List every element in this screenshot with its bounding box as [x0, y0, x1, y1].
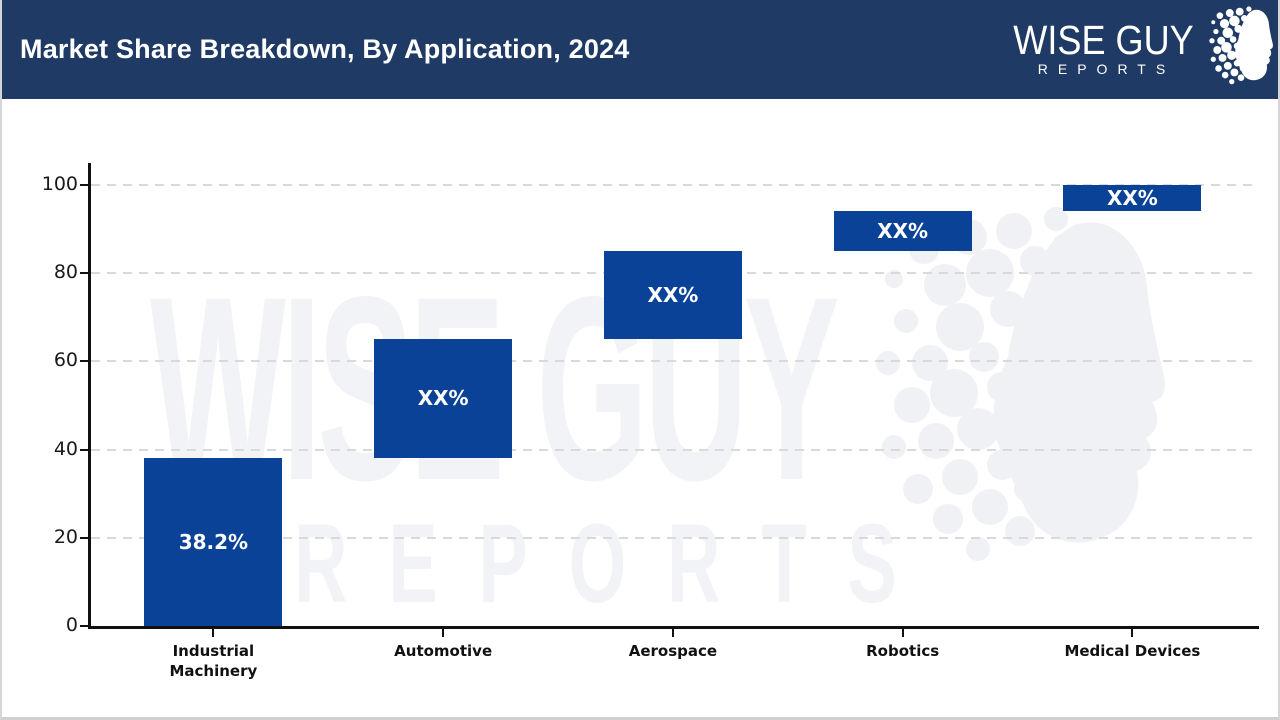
- y-tick-mark: [80, 272, 88, 275]
- bar: 38.2%: [144, 457, 283, 626]
- plot-area: 0 20 40 60 80 100 38.2% Industrial Machinery XX%…: [2, 99, 1278, 717]
- x-category-label-text: Aerospace: [628, 642, 718, 660]
- y-tick-label: 0: [26, 614, 78, 636]
- x-category-label: Medical Devices: [1050, 642, 1214, 662]
- y-tick-mark: [80, 536, 88, 539]
- brand-subtitle: REPORTS: [1037, 60, 1176, 77]
- brand-logo: WISE GUY REPORTS: [1001, 4, 1274, 92]
- x-category-label: Automotive: [361, 642, 525, 662]
- bar: XX%: [603, 251, 742, 340]
- header-bar: Market Share Breakdown, By Application, …: [2, 0, 1278, 99]
- brand-logo-text: WISE GUY REPORTS: [1001, 17, 1206, 77]
- bar-text: XX%: [1106, 186, 1158, 211]
- y-tick-mark: [80, 184, 88, 186]
- y-tick-label-text: 0: [65, 614, 78, 636]
- brand-name: WISE GUY: [1013, 17, 1194, 64]
- watermark-dotted-face-icon: [876, 207, 1166, 561]
- y-tick-label: 100: [26, 173, 78, 195]
- bar-text: XX%: [877, 219, 929, 244]
- x-category-label-text: Medical Devices: [1064, 642, 1201, 660]
- grid-line: [91, 536, 1259, 539]
- x-tick-mark: [212, 629, 215, 637]
- bar-text: XX%: [417, 386, 469, 411]
- grid-line: [91, 360, 1259, 363]
- y-tick-label: 40: [26, 438, 78, 460]
- watermark-subtitle-text: REPORTS: [294, 501, 938, 626]
- y-tick-label: 60: [26, 349, 78, 371]
- bar: XX%: [833, 211, 972, 252]
- y-axis-spine: [88, 163, 91, 629]
- x-category-label-text: Automotive: [394, 642, 493, 660]
- x-tick-mark: [671, 629, 674, 637]
- x-tick-mark: [1131, 629, 1134, 637]
- bar-text: XX%: [647, 283, 699, 308]
- x-tick-mark: [901, 629, 904, 637]
- x-category-label: Robotics: [821, 642, 985, 662]
- x-axis-spine: [88, 626, 1259, 629]
- bar: XX%: [374, 339, 513, 458]
- y-tick-mark: [80, 448, 88, 451]
- y-tick-label-text: 100: [41, 173, 78, 195]
- x-category-label-text: Industrial Machinery: [169, 642, 258, 680]
- bar: XX%: [1063, 185, 1202, 212]
- y-tick-label-text: 60: [53, 349, 78, 372]
- x-category-label: Industrial Machinery: [131, 642, 295, 681]
- x-tick-mark: [442, 629, 445, 637]
- y-tick-label-text: 20: [53, 525, 78, 548]
- y-tick-label: 20: [26, 526, 78, 548]
- dotted-face-profile-icon: [1209, 6, 1273, 85]
- y-tick-label-text: 80: [53, 261, 78, 284]
- page-title: Market Share Breakdown, By Application, …: [20, 34, 630, 64]
- x-category-label-text: Robotics: [866, 642, 940, 660]
- grid-line: [91, 184, 1259, 186]
- y-tick-label: 80: [26, 261, 78, 283]
- y-tick-mark: [80, 625, 88, 627]
- bar-text: 38.2%: [178, 529, 249, 554]
- y-tick-label-text: 40: [53, 437, 78, 460]
- x-category-label: Aerospace: [591, 642, 755, 662]
- grid-line: [91, 448, 1259, 451]
- y-tick-mark: [80, 360, 88, 363]
